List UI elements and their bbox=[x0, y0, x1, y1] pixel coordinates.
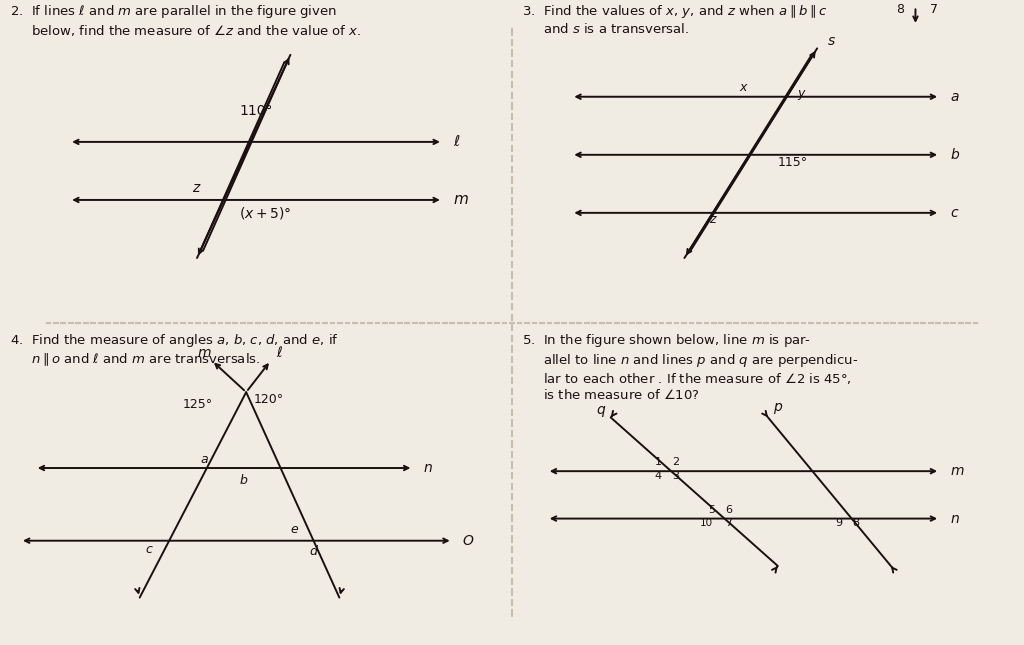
Text: $m$: $m$ bbox=[950, 464, 965, 478]
Text: 2: 2 bbox=[672, 457, 679, 468]
Text: $z$: $z$ bbox=[709, 212, 718, 226]
Text: 2.  If lines $\ell$ and $m$ are parallel in the figure given
     below, find th: 2. If lines $\ell$ and $m$ are parallel … bbox=[10, 3, 361, 37]
Text: $x$: $x$ bbox=[738, 81, 749, 94]
Text: 5.  In the figure shown below, line $m$ is par-
     allel to line $n$ and lines: 5. In the figure shown below, line $m$ i… bbox=[522, 332, 858, 402]
Text: $q$: $q$ bbox=[596, 404, 606, 419]
Text: $m$: $m$ bbox=[453, 192, 468, 208]
Text: 4: 4 bbox=[654, 471, 662, 481]
Text: $a$: $a$ bbox=[200, 453, 209, 466]
Text: z: z bbox=[193, 181, 200, 195]
Text: 8: 8 bbox=[896, 3, 904, 16]
Text: 125°: 125° bbox=[182, 398, 212, 411]
Text: $s$: $s$ bbox=[827, 34, 836, 48]
Text: 4.  Find the measure of angles $a$, $b$, $c$, $d$, and $e$, if
     $n \parallel: 4. Find the measure of angles $a$, $b$, … bbox=[10, 332, 339, 368]
Text: $m$: $m$ bbox=[197, 346, 212, 361]
Text: $d$: $d$ bbox=[308, 544, 318, 558]
Text: 10: 10 bbox=[700, 518, 714, 528]
Text: $c$: $c$ bbox=[145, 543, 154, 557]
Text: 3: 3 bbox=[672, 471, 679, 481]
Text: $b$: $b$ bbox=[950, 147, 961, 163]
Text: $(x + 5)°$: $(x + 5)°$ bbox=[239, 205, 291, 221]
Text: $n$: $n$ bbox=[423, 461, 433, 475]
Text: 9: 9 bbox=[835, 518, 842, 528]
Text: 6: 6 bbox=[725, 505, 732, 515]
Text: 8: 8 bbox=[853, 518, 860, 528]
Text: $y$: $y$ bbox=[798, 88, 807, 101]
Text: $\ell$: $\ell$ bbox=[275, 345, 283, 361]
Text: $p$: $p$ bbox=[773, 401, 783, 416]
Text: 110°: 110° bbox=[240, 104, 272, 118]
Text: 3.  Find the values of $x$, $y$, and $z$ when $a \parallel b \parallel c$
     a: 3. Find the values of $x$, $y$, and $z$ … bbox=[522, 3, 828, 36]
Text: 5: 5 bbox=[708, 505, 715, 515]
Text: 7: 7 bbox=[930, 3, 938, 16]
Text: $\ell$: $\ell$ bbox=[453, 134, 460, 150]
Text: $n$: $n$ bbox=[950, 511, 959, 526]
Text: $a$: $a$ bbox=[950, 90, 959, 104]
Text: $c$: $c$ bbox=[950, 206, 959, 220]
Text: $e$: $e$ bbox=[290, 523, 299, 536]
Text: 7: 7 bbox=[725, 518, 732, 528]
Text: $O$: $O$ bbox=[463, 533, 475, 548]
Text: 120°: 120° bbox=[254, 393, 284, 406]
Text: 115°: 115° bbox=[778, 156, 808, 169]
Text: 1: 1 bbox=[654, 457, 662, 468]
Text: $b$: $b$ bbox=[239, 473, 249, 487]
